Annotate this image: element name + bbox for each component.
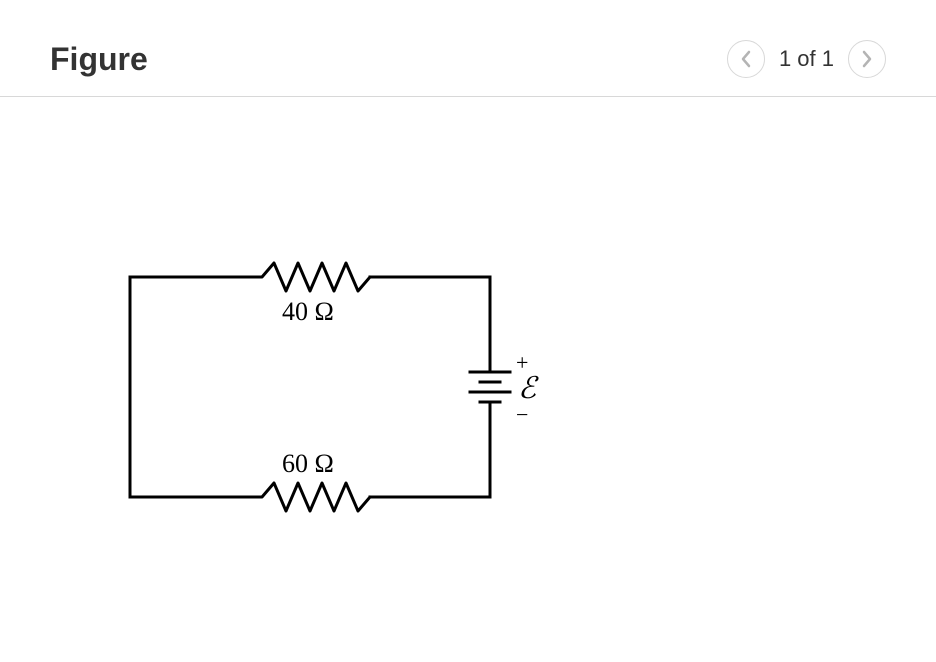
battery-plus-sign: + (516, 350, 528, 376)
chevron-right-icon (860, 50, 874, 68)
chevron-left-icon (739, 50, 753, 68)
pager-text: 1 of 1 (779, 46, 834, 72)
figure-header: Figure 1 of 1 (0, 0, 936, 97)
prev-button[interactable] (727, 40, 765, 78)
resistor-top-label: 40 Ω (282, 297, 334, 327)
battery-minus-sign: − (516, 402, 528, 428)
figure-title: Figure (50, 41, 148, 78)
battery-symbol: ℰ (518, 371, 536, 406)
circuit-diagram: 40 Ω 60 Ω ℰ + − (110, 257, 550, 537)
figure-content: 40 Ω 60 Ω ℰ + − (0, 97, 936, 577)
figure-pager: 1 of 1 (727, 40, 886, 78)
resistor-bottom-label: 60 Ω (282, 449, 334, 479)
next-button[interactable] (848, 40, 886, 78)
